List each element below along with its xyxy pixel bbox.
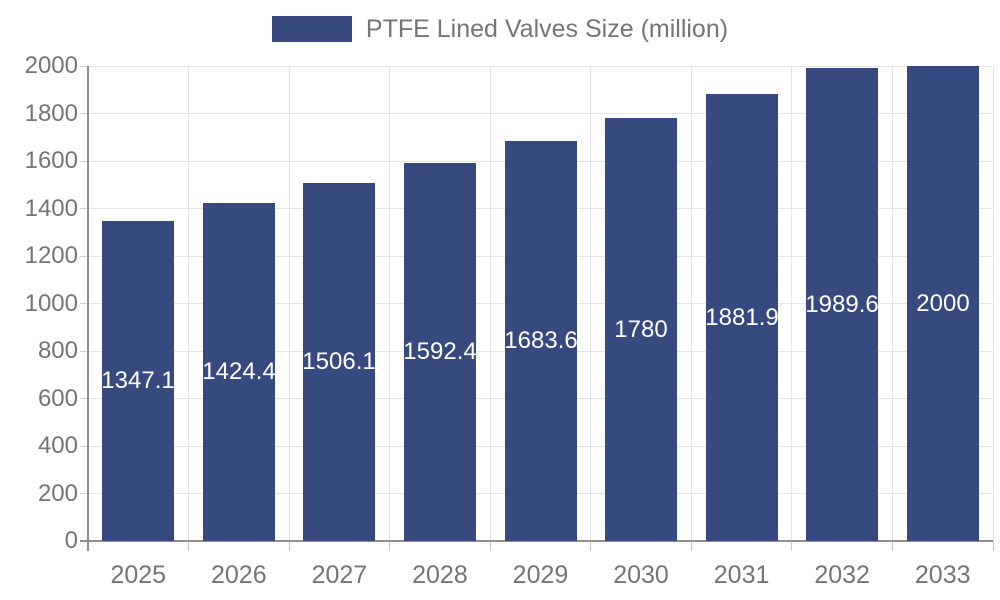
y-axis-tick-label: 2000 — [24, 52, 78, 79]
bar-2032: 1989.6 — [805, 68, 879, 541]
x-axis-category-label: 2029 — [512, 561, 569, 589]
x-gridline — [590, 66, 592, 541]
y-axis-tick-label: 1200 — [24, 242, 78, 269]
bar-2033: 2000 — [907, 66, 979, 541]
y-axis-tick — [80, 493, 88, 494]
x-axis-line — [80, 540, 993, 542]
x-axis-category-label: 2031 — [713, 561, 770, 589]
x-axis-category-label: 2030 — [613, 561, 669, 589]
x-axis-tick — [992, 541, 994, 551]
y-axis-tick — [80, 160, 88, 162]
y-axis-tick — [80, 445, 88, 447]
x-axis-category-label: 2028 — [412, 561, 468, 589]
x-gridline — [288, 66, 290, 541]
x-axis-tick — [690, 541, 692, 551]
y-axis-tick-label: 800 — [37, 337, 78, 364]
bar-value-label: 1683.6 — [504, 327, 578, 355]
x-gridline — [389, 66, 391, 541]
x-gridline — [891, 66, 893, 541]
x-axis-category-label: 2026 — [211, 561, 267, 589]
x-axis-tick — [489, 541, 491, 551]
y-axis-tick-label: 600 — [37, 384, 78, 412]
bar-2031: 1881.9 — [705, 94, 779, 541]
bar-value-label: 1780 — [614, 315, 668, 343]
x-axis-tick — [288, 541, 290, 551]
bar-2025: 1347.1 — [101, 221, 175, 541]
y-axis-tick-label: 1400 — [24, 194, 78, 222]
y-axis-tick — [80, 255, 88, 257]
bar-2030: 1780 — [605, 118, 677, 541]
x-axis-tick — [891, 541, 893, 551]
x-axis-category-label: 2033 — [914, 561, 971, 589]
x-axis-tick — [188, 541, 190, 551]
bar-value-label: 1506.1 — [302, 348, 376, 376]
bar-value-label: 1592.4 — [403, 337, 477, 365]
y-axis-tick — [80, 303, 88, 304]
y-axis-tick — [80, 113, 88, 114]
x-gridline — [489, 66, 491, 541]
x-gridline — [992, 66, 994, 541]
legend[interactable]: PTFE Lined Valves Size (million) — [0, 16, 1000, 42]
y-axis-tick — [80, 65, 88, 67]
legend-label: PTFE Lined Valves Size (million) — [365, 15, 729, 43]
bar-2029: 1683.6 — [504, 141, 578, 541]
y-axis-tick-label: 200 — [37, 479, 78, 507]
bar-value-label: 1347.1 — [101, 367, 175, 395]
y-gridline — [88, 65, 993, 67]
legend-swatch — [271, 16, 352, 42]
y-axis-tick-label: 1000 — [24, 289, 78, 317]
bar-value-label: 2000 — [916, 289, 970, 317]
y-axis-tick — [80, 208, 88, 209]
x-axis-tick — [389, 541, 391, 551]
x-axis-tick — [590, 541, 592, 551]
y-axis-tick-label: 0 — [64, 527, 78, 554]
bar-value-label: 1424.4 — [202, 357, 276, 385]
bar-2028: 1592.4 — [403, 162, 477, 541]
x-gridline — [188, 66, 190, 541]
y-axis-line — [87, 66, 89, 551]
bar-2026: 1424.4 — [202, 202, 276, 541]
y-axis-tick-label: 1600 — [24, 147, 78, 174]
bar-2027: 1506.1 — [302, 183, 376, 541]
x-axis-category-label: 2032 — [814, 561, 870, 589]
x-axis-category-label: 2025 — [110, 561, 167, 589]
x-axis-category-label: 2027 — [311, 561, 368, 589]
x-gridline — [690, 66, 692, 541]
x-gridline — [791, 66, 793, 541]
y-gridline — [88, 113, 993, 114]
x-axis-tick — [791, 541, 793, 551]
y-axis-tick — [80, 398, 88, 399]
bar-value-label: 1989.6 — [805, 290, 879, 318]
y-axis-tick — [80, 350, 88, 352]
bar-value-label: 1881.9 — [705, 303, 779, 331]
y-axis-tick-label: 400 — [37, 432, 78, 459]
y-axis-tick-label: 1800 — [24, 99, 78, 127]
